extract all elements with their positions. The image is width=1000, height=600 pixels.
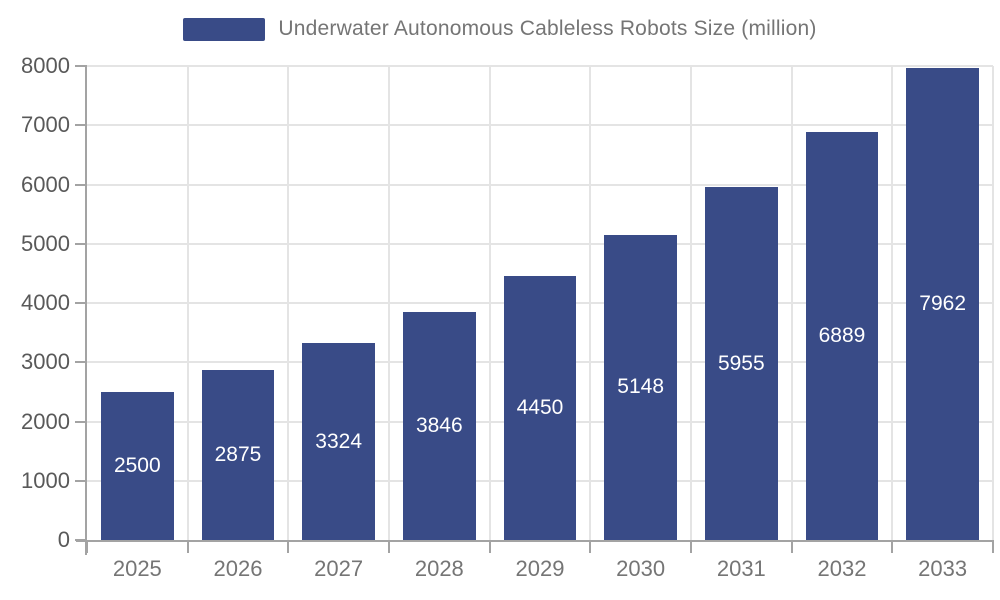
x-tick — [589, 540, 592, 553]
x-tick — [690, 540, 692, 553]
y-tick-label: 1000 — [21, 467, 70, 493]
x-tick — [488, 540, 491, 553]
bar: 7962 — [906, 68, 979, 540]
x-tick — [86, 540, 88, 553]
x-tick — [790, 540, 793, 553]
y-tick-label: 3000 — [21, 349, 70, 375]
x-tick-label: 2026 — [213, 556, 263, 581]
x-tick-label: 2027 — [314, 556, 364, 581]
x-tick-label: 2025 — [112, 556, 162, 581]
y-tick-label: 2000 — [21, 408, 70, 434]
bar-value-label: 2875 — [214, 442, 262, 466]
bar: 3324 — [302, 343, 375, 540]
y-tick — [75, 65, 87, 67]
x-tick — [388, 540, 390, 553]
bar: 6889 — [805, 131, 879, 540]
bar: 3846 — [403, 312, 476, 540]
y-tick — [75, 124, 87, 127]
x-tick — [992, 540, 994, 553]
y-tick-label: 0 — [57, 527, 70, 552]
y-axis-line — [85, 66, 87, 555]
x-gridline — [589, 66, 592, 540]
x-tick — [186, 540, 189, 553]
chart-legend: Underwater Autonomous Cableless Robots S… — [0, 17, 1000, 41]
bar: 2500 — [101, 391, 174, 540]
bar-value-label: 5148 — [617, 375, 665, 399]
y-tick-label: 7000 — [21, 112, 70, 138]
bar-value-label: 6889 — [818, 323, 866, 347]
x-gridline — [488, 66, 491, 540]
bar-value-label: 5955 — [717, 351, 765, 375]
x-gridline — [690, 66, 692, 540]
bar-value-label: 3324 — [315, 429, 363, 453]
x-gridline — [388, 66, 390, 540]
y-tick-label: 4000 — [21, 290, 70, 315]
bar: 2875 — [201, 369, 275, 540]
bar-value-label: 4450 — [516, 396, 564, 420]
y-gridline — [87, 183, 993, 186]
x-axis-tick-labels: 2025 2026 2027 2028 2029 2030 2031 2032 2033 — [87, 556, 993, 586]
bar-value-label: 2500 — [113, 453, 161, 477]
x-gridline — [992, 66, 994, 540]
x-gridline — [186, 66, 189, 540]
x-axis-line — [76, 540, 993, 542]
y-gridline — [87, 65, 993, 67]
x-tick-label: 2032 — [817, 556, 867, 581]
y-tick — [75, 539, 87, 541]
y-tick — [75, 420, 87, 423]
y-tick-label: 8000 — [21, 53, 70, 78]
y-tick — [75, 361, 87, 364]
x-tick-label: 2033 — [918, 556, 968, 581]
x-tick-label: 2030 — [616, 556, 666, 581]
bar-value-label: 7962 — [919, 292, 967, 316]
legend-label[interactable]: Underwater Autonomous Cableless Robots S… — [278, 17, 817, 40]
plot-area: 2500 2875 3324 3846 4450 5148 5955 6889 7962 — [87, 65, 994, 540]
x-tick — [287, 540, 290, 553]
y-tick — [75, 242, 87, 245]
bar-value-label: 3846 — [415, 414, 463, 438]
x-gridline — [790, 66, 793, 540]
y-axis-tick-labels: 0 1000 2000 3000 4000 5000 6000 7000 8000 — [0, 53, 70, 552]
y-tick-label: 6000 — [21, 171, 70, 197]
legend-swatch-icon[interactable] — [183, 17, 266, 41]
bar: 5148 — [604, 234, 677, 540]
bar: 4450 — [503, 276, 577, 540]
bar: 5955 — [705, 187, 778, 540]
y-tick — [75, 302, 87, 304]
y-tick — [75, 479, 87, 482]
x-tick-label: 2028 — [414, 556, 464, 581]
y-gridline — [87, 242, 993, 245]
x-gridline — [287, 66, 290, 540]
y-gridline — [87, 124, 993, 127]
x-gridline — [891, 66, 894, 540]
x-tick-label: 2031 — [716, 556, 766, 581]
y-tick-label: 5000 — [21, 230, 70, 256]
y-tick — [75, 183, 87, 186]
x-tick — [891, 540, 894, 553]
x-tick-label: 2029 — [515, 556, 565, 581]
